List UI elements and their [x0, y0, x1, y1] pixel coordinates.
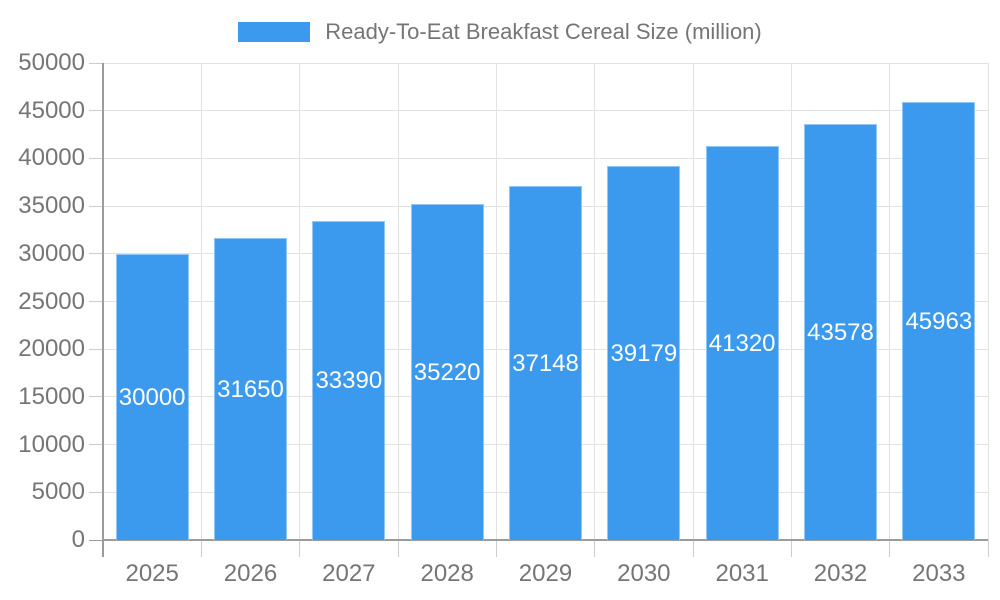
y-tick-label: 20000 — [18, 335, 85, 363]
v-gridline — [495, 63, 497, 540]
x-tick-label: 2026 — [223, 560, 278, 587]
x-axis-tick — [889, 540, 891, 557]
y-tick-label: 30000 — [18, 239, 85, 267]
v-gridline — [299, 63, 301, 540]
x-axis-tick — [299, 540, 301, 557]
x-tick-label: 2027 — [322, 560, 376, 587]
y-tick-label: 0 — [71, 526, 85, 553]
y-tick-label: 15000 — [18, 382, 85, 410]
y-axis-tick — [89, 444, 103, 446]
y-axis-tick — [89, 205, 103, 207]
legend-label: Ready-To-Eat Breakfast Cereal Size (mill… — [325, 19, 762, 44]
bar[interactable]: 31650 — [214, 238, 287, 540]
bar[interactable]: 30000 — [115, 254, 189, 540]
y-axis-tick — [89, 301, 103, 302]
bar-value-label: 31650 — [217, 375, 284, 403]
bar-value-label: 30000 — [118, 383, 186, 411]
y-axis-tick — [89, 491, 103, 493]
v-gridline — [397, 63, 399, 540]
y-tick-label: 40000 — [18, 144, 85, 172]
x-axis-line — [103, 539, 988, 541]
bar-value-label: 39179 — [610, 339, 678, 367]
bar[interactable]: 45963 — [902, 102, 976, 540]
h-gridline — [103, 110, 988, 112]
x-tick-label: 2033 — [912, 560, 966, 587]
x-tick-label: 2029 — [518, 560, 573, 587]
y-axis-tick — [89, 253, 103, 255]
y-tick-label: 10000 — [18, 430, 85, 458]
bar[interactable]: 33390 — [312, 221, 386, 540]
bar[interactable]: 37148 — [509, 186, 582, 540]
bar-value-label: 33390 — [315, 367, 383, 394]
bar-value-label: 43578 — [807, 318, 874, 346]
bar-value-label: 35220 — [413, 358, 481, 386]
v-gridline — [200, 63, 202, 540]
v-gridline — [594, 63, 596, 540]
v-gridline — [987, 63, 989, 540]
bar[interactable]: 35220 — [410, 204, 484, 540]
x-axis-tick — [397, 540, 399, 557]
x-axis-tick — [200, 540, 202, 557]
y-axis-line — [102, 63, 104, 557]
x-axis-tick — [692, 540, 694, 557]
y-axis-tick — [89, 396, 103, 398]
y-tick-label: 50000 — [18, 49, 85, 76]
y-tick-label: 35000 — [18, 192, 85, 220]
bar-value-label: 41320 — [708, 329, 776, 357]
x-axis-tick — [495, 540, 497, 557]
x-tick-label: 2025 — [125, 560, 179, 587]
y-axis-tick — [89, 110, 103, 112]
x-tick-label: 2032 — [813, 560, 868, 587]
v-gridline — [889, 63, 891, 540]
v-gridline — [790, 63, 792, 540]
bar[interactable]: 43578 — [804, 124, 877, 540]
y-axis-tick — [89, 157, 103, 159]
h-gridline — [103, 62, 988, 64]
y-axis-tick — [89, 539, 103, 541]
y-axis-tick — [89, 348, 103, 350]
h-gridline — [103, 157, 988, 159]
bar[interactable]: 39179 — [607, 166, 681, 540]
y-tick-label: 25000 — [18, 287, 85, 315]
y-axis-tick — [89, 62, 103, 64]
bar-value-label: 37148 — [512, 349, 579, 377]
x-tick-label: 2030 — [617, 560, 671, 587]
bar[interactable]: 41320 — [705, 146, 779, 540]
bar-value-label: 45963 — [905, 307, 973, 335]
x-tick-label: 2028 — [420, 560, 474, 587]
chart-legend[interactable]: Ready-To-Eat Breakfast Cereal Size (mill… — [0, 17, 1000, 47]
legend-swatch — [238, 22, 311, 42]
x-axis-tick — [790, 540, 792, 557]
y-tick-label: 45000 — [18, 96, 85, 124]
x-axis-tick — [594, 540, 596, 557]
y-tick-label: 5000 — [31, 478, 85, 506]
x-axis-tick — [987, 540, 989, 557]
v-gridline — [692, 63, 694, 540]
x-tick-label: 2031 — [715, 560, 769, 587]
